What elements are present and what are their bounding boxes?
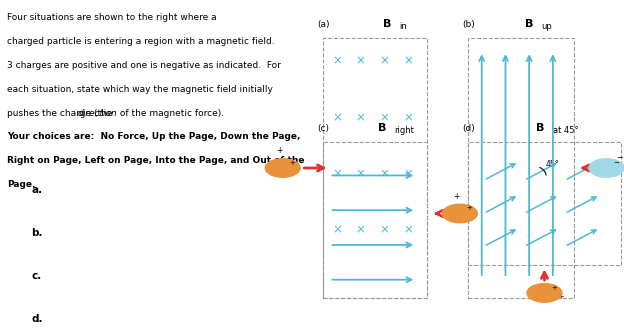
Text: (b): (b) [462, 20, 474, 29]
Text: Four situations are shown to the right where a: Four situations are shown to the right w… [7, 13, 217, 22]
Circle shape [527, 284, 562, 302]
Text: +: + [454, 192, 460, 201]
Text: ×: × [403, 167, 413, 180]
Text: ×: × [332, 111, 342, 124]
Text: $\mathbf{B}$: $\mathbf{B}$ [382, 17, 391, 28]
Text: c.: c. [31, 271, 41, 281]
Text: ×: × [379, 55, 389, 68]
Text: ×: × [332, 55, 342, 68]
Circle shape [265, 159, 300, 177]
Text: +: + [551, 285, 557, 291]
Text: direction: direction [77, 109, 117, 118]
Text: −: − [617, 154, 623, 163]
Text: Right on Page, Left on Page, Into the Page, and Out of the: Right on Page, Left on Page, Into the Pa… [7, 156, 305, 165]
Text: a.: a. [31, 185, 42, 195]
Text: ×: × [403, 223, 413, 237]
Text: b.: b. [31, 228, 42, 238]
Text: +: + [276, 146, 283, 156]
Text: ×: × [403, 111, 413, 124]
Text: right: right [395, 126, 414, 135]
Text: ×: × [403, 55, 413, 68]
Text: (a): (a) [317, 20, 329, 29]
Text: ×: × [332, 223, 342, 237]
Text: of the magnetic force).: of the magnetic force). [117, 109, 225, 118]
Text: ×: × [356, 111, 366, 124]
Text: at 45°: at 45° [553, 126, 578, 135]
Text: −: − [613, 160, 619, 166]
Circle shape [442, 204, 477, 223]
Text: ×: × [379, 223, 389, 237]
Text: up: up [542, 22, 552, 31]
Text: ×: × [332, 167, 342, 180]
Text: pushes the charge (the: pushes the charge (the [7, 109, 116, 118]
Text: ×: × [356, 223, 366, 237]
Text: ×: × [356, 55, 366, 68]
Text: (c): (c) [317, 124, 329, 133]
Text: in: in [399, 22, 407, 31]
Text: 3 charges are positive and one is negative as indicated.  For: 3 charges are positive and one is negati… [7, 61, 281, 70]
Text: +: + [290, 160, 295, 166]
Text: d.: d. [31, 314, 42, 324]
Text: $\mathbf{B}$: $\mathbf{B}$ [377, 121, 387, 133]
Text: ×: × [379, 167, 389, 180]
Text: ×: × [379, 111, 389, 124]
Text: Page.: Page. [7, 180, 36, 189]
Text: +: + [557, 292, 563, 301]
Text: $\mathbf{B}$: $\mathbf{B}$ [524, 17, 534, 28]
Circle shape [589, 159, 624, 177]
Text: each situation, state which way the magnetic field initially: each situation, state which way the magn… [7, 85, 273, 94]
Text: (d): (d) [462, 124, 474, 133]
Text: charged particle is entering a region with a magnetic field.: charged particle is entering a region wi… [7, 37, 275, 46]
Text: +: + [467, 206, 472, 212]
Text: $\mathbf{B}$: $\mathbf{B}$ [535, 121, 545, 133]
Text: Your choices are:  No Force, Up the Page, Down the Page,: Your choices are: No Force, Up the Page,… [7, 132, 301, 141]
Text: 45°: 45° [546, 160, 560, 169]
Text: ×: × [356, 167, 366, 180]
